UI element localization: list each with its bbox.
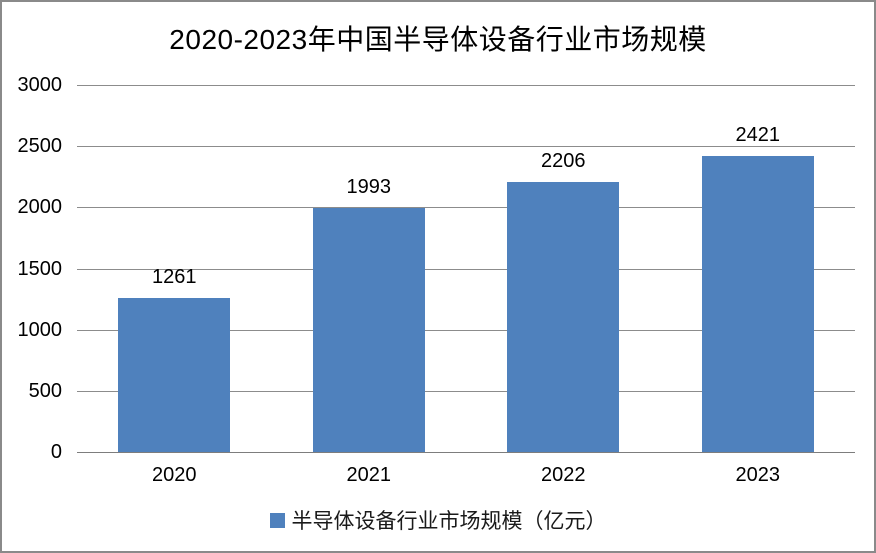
gridline-2000 [77, 207, 855, 209]
legend: 半导体设备行业市场规模（亿元） [2, 505, 874, 535]
y-tick-label-0: 0 [50, 441, 62, 463]
data-label-2023: 2421 [735, 123, 781, 146]
chart-title: 2020-2023年中国半导体设备行业市场规模 [169, 24, 707, 55]
x-tick-label-2022: 2022 [541, 464, 586, 486]
gridline-1500 [77, 268, 855, 270]
gridline-1000 [77, 329, 855, 331]
y-tick-label-500: 500 [28, 379, 62, 402]
bar-2021 [312, 208, 425, 452]
gridline-2500 [77, 146, 855, 148]
data-label-2022: 2206 [541, 150, 586, 173]
bar-2023 [701, 155, 814, 452]
bar-2020 [118, 297, 231, 452]
y-tick-label-2000: 2000 [17, 196, 63, 219]
y-tick-label-1000: 1000 [17, 318, 63, 341]
x-axis-line [77, 452, 855, 453]
bar-2022 [507, 182, 620, 452]
gridline-3000 [77, 85, 855, 86]
legend-label: 半导体设备行业市场规模（亿元） [291, 510, 607, 533]
data-label-2021: 1993 [346, 176, 392, 199]
x-tick-label-2023: 2023 [735, 464, 781, 486]
data-label-2020: 1261 [152, 265, 197, 288]
legend-marker-icon [269, 512, 285, 528]
y-tick-label-2500: 2500 [17, 135, 63, 158]
plot-area: 1261 1993 2206 2421 [77, 85, 855, 453]
gridline-500 [77, 390, 855, 392]
x-tick-label-2020: 2020 [152, 464, 197, 486]
y-tick-label-3000: 3000 [17, 74, 63, 96]
x-tick-label-2021: 2021 [346, 464, 392, 486]
y-tick-label-1500: 1500 [17, 257, 63, 280]
